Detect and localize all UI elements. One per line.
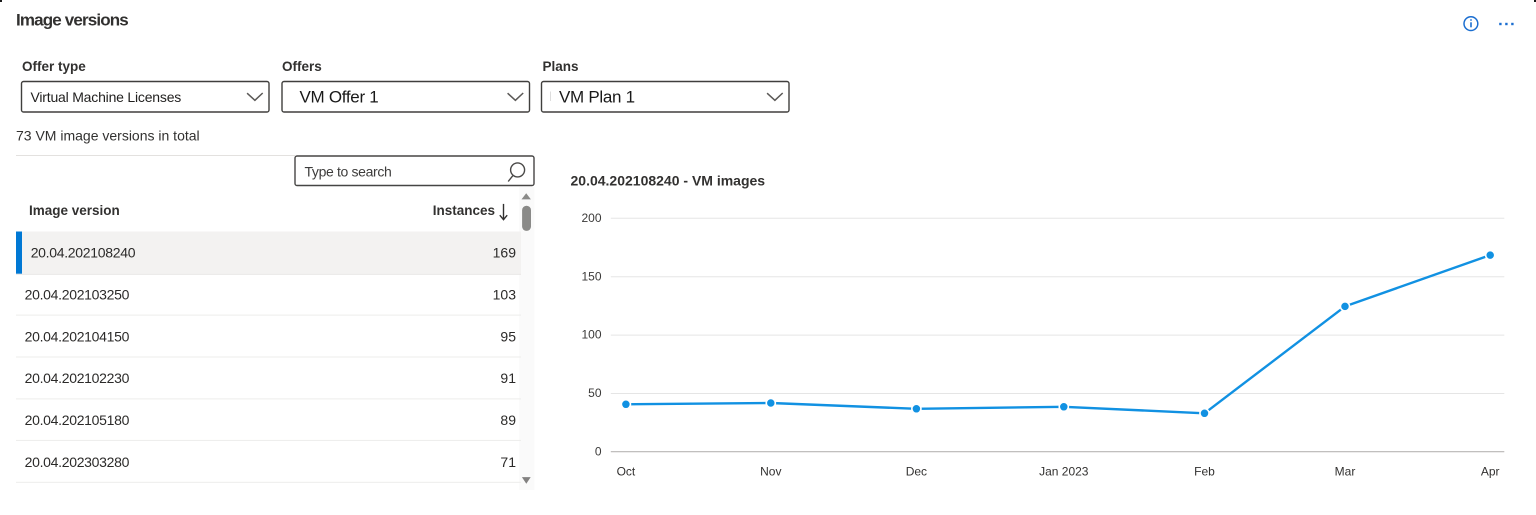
svg-text:Apr: Apr: [1481, 465, 1500, 479]
svg-text:Mar: Mar: [1335, 465, 1356, 479]
svg-text:20.04.202104150: 20.04.202104150: [25, 328, 130, 344]
svg-text:Offers: Offers: [282, 59, 322, 74]
svg-text:50: 50: [588, 386, 602, 400]
svg-text:103: 103: [493, 286, 517, 302]
svg-text:20.04.202105180: 20.04.202105180: [25, 412, 130, 428]
svg-text:150: 150: [581, 269, 601, 283]
svg-text:89: 89: [500, 412, 516, 428]
svg-text:Image version: Image version: [29, 203, 120, 218]
svg-text:0: 0: [595, 444, 602, 458]
svg-text:71: 71: [500, 454, 516, 470]
svg-text:20.04.202103250: 20.04.202103250: [25, 286, 130, 302]
svg-text:Jan 2023: Jan 2023: [1039, 465, 1089, 479]
svg-text:95: 95: [500, 328, 516, 344]
svg-text:VM Plan 1: VM Plan 1: [559, 87, 635, 106]
svg-text:Plans: Plans: [543, 59, 579, 74]
svg-text:Dec: Dec: [906, 465, 927, 479]
svg-text:Image versions: Image versions: [16, 10, 128, 29]
svg-text:Nov: Nov: [760, 465, 781, 479]
svg-text:Feb: Feb: [1194, 465, 1215, 479]
svg-text:Virtual Machine Licenses: Virtual Machine Licenses: [31, 89, 182, 105]
svg-text:VM Offer 1: VM Offer 1: [300, 87, 379, 106]
svg-text:100: 100: [581, 328, 601, 342]
svg-text:Oct: Oct: [617, 465, 636, 479]
svg-text:20.04.202108240: 20.04.202108240: [31, 245, 136, 261]
svg-text:Offer type: Offer type: [22, 59, 86, 74]
svg-text:91: 91: [500, 370, 516, 386]
svg-text:Type to search: Type to search: [305, 163, 392, 179]
svg-text:20.04.202303280: 20.04.202303280: [25, 454, 130, 470]
svg-text:20.04.202108240 - VM images: 20.04.202108240 - VM images: [571, 172, 766, 188]
svg-text:169: 169: [493, 245, 517, 261]
svg-text:73 VM image versions in total: 73 VM image versions in total: [16, 128, 200, 144]
svg-text:Instances: Instances: [433, 203, 495, 218]
svg-text:200: 200: [581, 211, 601, 225]
svg-text:20.04.202102230: 20.04.202102230: [25, 370, 130, 386]
